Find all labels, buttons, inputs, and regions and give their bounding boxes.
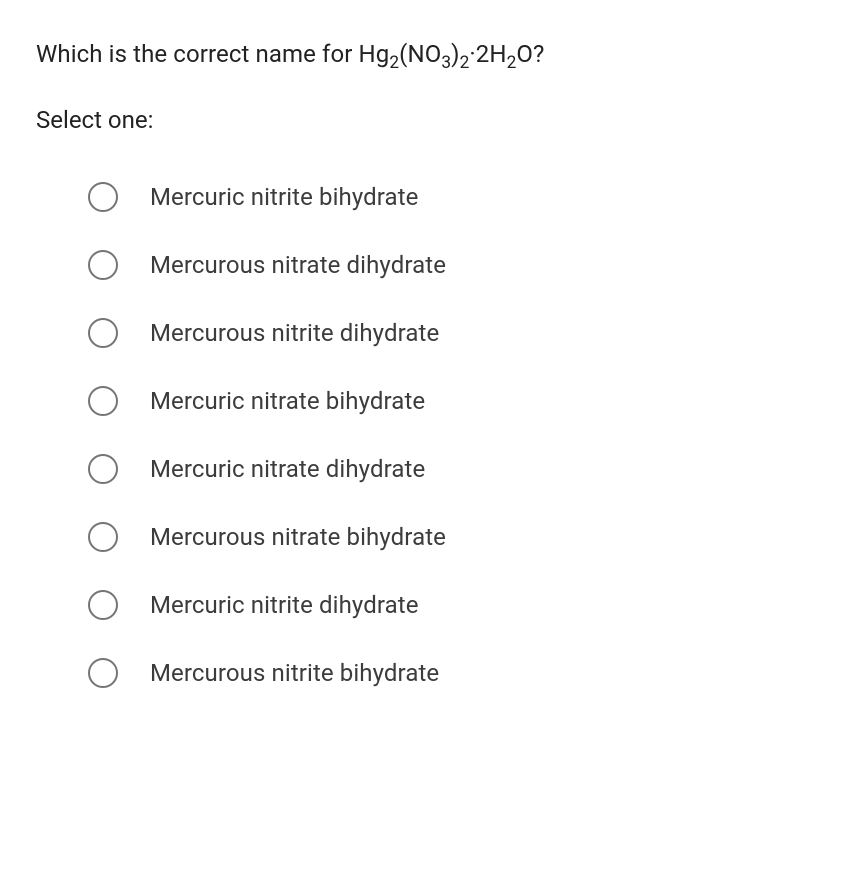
option-7[interactable]: Mercurous nitrite bihydrate <box>88 658 813 688</box>
radio-icon[interactable] <box>88 454 118 484</box>
question-prefix: Which is the correct name for <box>36 40 359 68</box>
radio-icon[interactable] <box>88 318 118 348</box>
radio-icon[interactable] <box>88 590 118 620</box>
radio-icon[interactable] <box>88 658 118 688</box>
option-label: Mercurous nitrate bihydrate <box>150 523 446 551</box>
radio-icon[interactable] <box>88 182 118 212</box>
radio-icon[interactable] <box>88 250 118 280</box>
option-1[interactable]: Mercurous nitrate dihydrate <box>88 250 813 280</box>
option-4[interactable]: Mercuric nitrate dihydrate <box>88 454 813 484</box>
option-label: Mercurous nitrite dihydrate <box>150 319 439 347</box>
option-5[interactable]: Mercurous nitrate bihydrate <box>88 522 813 552</box>
option-2[interactable]: Mercurous nitrite dihydrate <box>88 318 813 348</box>
question-suffix: ? <box>533 40 544 68</box>
options-list: Mercuric nitrite bihydrate Mercurous nitr… <box>36 182 813 688</box>
option-label: Mercurous nitrite bihydrate <box>150 659 439 687</box>
radio-icon[interactable] <box>88 522 118 552</box>
select-one-label: Select one: <box>36 106 813 134</box>
option-label: Mercuric nitrite dihydrate <box>150 591 419 619</box>
option-label: Mercuric nitrate dihydrate <box>150 455 425 483</box>
option-0[interactable]: Mercuric nitrite bihydrate <box>88 182 813 212</box>
option-6[interactable]: Mercuric nitrite dihydrate <box>88 590 813 620</box>
question-formula: Hg2(NO3)2·2H2O <box>359 40 534 68</box>
radio-icon[interactable] <box>88 386 118 416</box>
option-label: Mercurous nitrate dihydrate <box>150 251 446 279</box>
option-label: Mercuric nitrite bihydrate <box>150 183 418 211</box>
question-text: Which is the correct name for Hg2(NO3)2·… <box>36 40 813 68</box>
option-3[interactable]: Mercuric nitrate bihydrate <box>88 386 813 416</box>
option-label: Mercuric nitrate bihydrate <box>150 387 425 415</box>
